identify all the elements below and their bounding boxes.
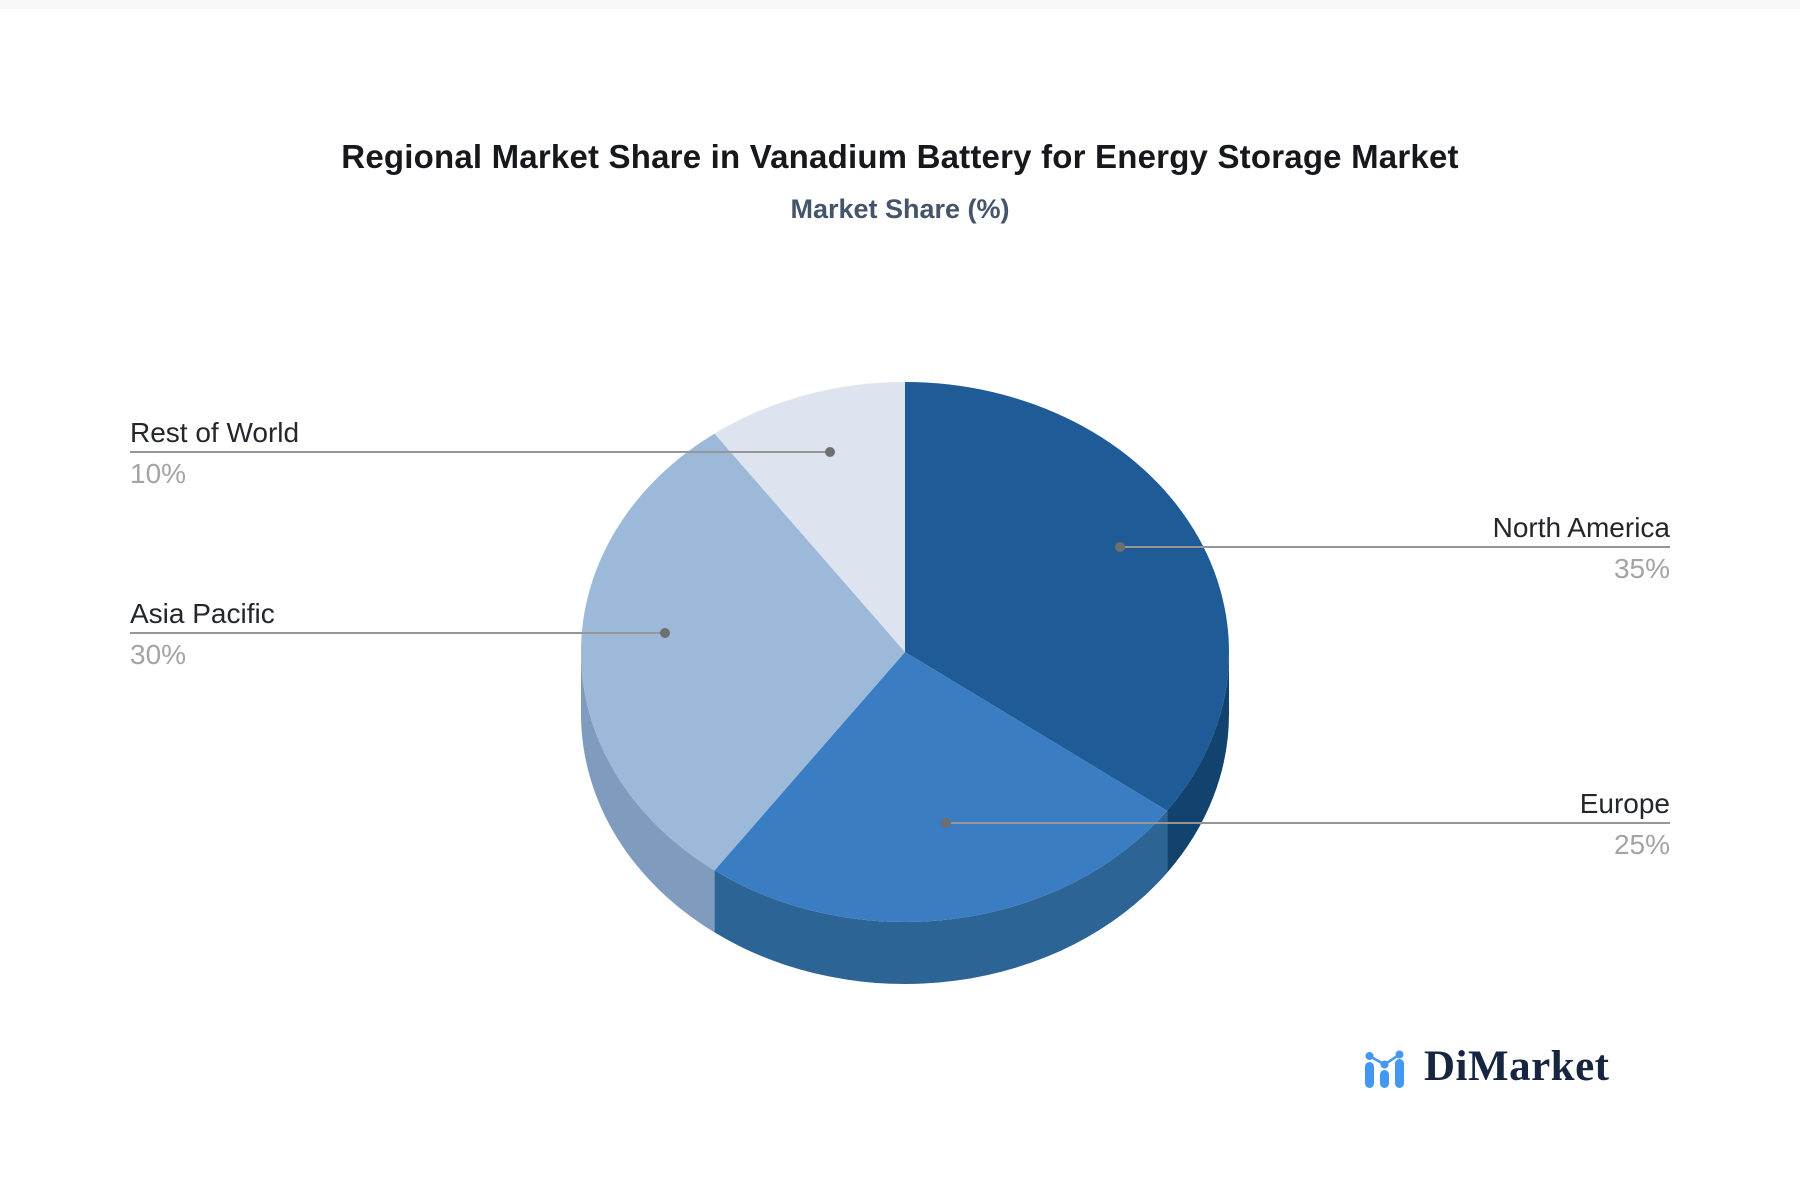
callout-label-rest-of-world: Rest of World xyxy=(130,417,300,448)
callout-value-rest-of-world: 10% xyxy=(130,458,187,489)
callout-dot-asia-pacific xyxy=(660,628,670,638)
logo-bar xyxy=(1395,1059,1404,1088)
logo-dot xyxy=(1365,1052,1374,1060)
brand-logo[interactable]: DiMarket xyxy=(1363,1044,1610,1094)
pie-slice-rest-of-world[interactable] xyxy=(714,382,905,652)
logo-dot xyxy=(1395,1050,1404,1059)
pie-slice-asia-pacific[interactable] xyxy=(580,433,905,871)
pie-slice-side-europe xyxy=(714,810,1168,984)
pie-slice-europe[interactable] xyxy=(714,652,1168,922)
brand-logo-text: DiMarket xyxy=(1424,1043,1610,1090)
callout-value-asia-pacific: 30% xyxy=(130,639,187,670)
callout-dot-north-america xyxy=(1115,542,1125,552)
bar-chart-logo-icon xyxy=(1365,1050,1404,1088)
top-strip xyxy=(0,0,1800,9)
logo-dot xyxy=(1380,1060,1389,1069)
logo-bar xyxy=(1365,1062,1374,1088)
callout-dot-rest-of-world xyxy=(825,447,835,457)
pie-slice-side-asia-pacific xyxy=(581,652,715,933)
callout-label-europe: Europe xyxy=(1579,788,1670,819)
callout-label-asia-pacific: Asia Pacific xyxy=(130,598,275,629)
chart-title: Regional Market Share in Vanadium Batter… xyxy=(341,138,1459,175)
callout-value-europe: 25% xyxy=(1613,829,1670,860)
logo-bar xyxy=(1380,1070,1389,1088)
chart-subtitle: Market Share (%) xyxy=(790,194,1010,224)
callout-label-north-america: North America xyxy=(1492,512,1670,543)
callout-value-north-america: 35% xyxy=(1613,553,1670,584)
callout-dot-europe xyxy=(941,818,951,828)
pie-slice-north-america[interactable] xyxy=(905,382,1229,811)
pie-slice-side-north-america xyxy=(1167,652,1229,873)
